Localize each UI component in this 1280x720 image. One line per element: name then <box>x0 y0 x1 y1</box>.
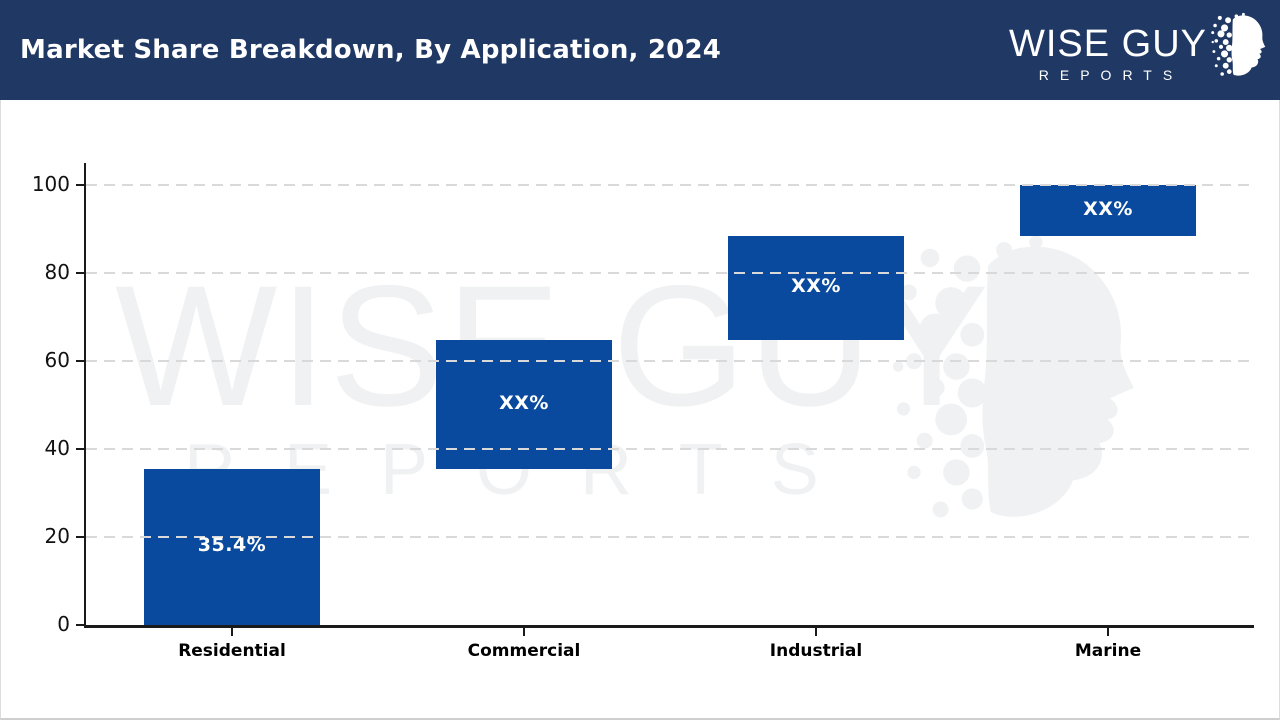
chart-area: WISE GUY REPORTS 0 20 40 60 80 100 Residential… <box>0 100 1280 720</box>
gridline-60 <box>86 360 1254 362</box>
x-tick-label-industrial: Industrial <box>769 641 863 661</box>
brand-logo: WISE GUY REPORTS <box>1009 7 1270 89</box>
gridline-40 <box>86 448 1254 450</box>
bar-value-label-commercial: XX% <box>499 391 549 414</box>
bar-industrial <box>728 236 904 340</box>
bar-marine <box>1020 185 1196 237</box>
x-axis-tick <box>523 628 525 636</box>
plot: 0 20 40 60 80 100 Residential Commercial Industr… <box>1 100 1279 718</box>
bar-value-label-residential: 35.4% <box>197 534 267 557</box>
x-axis-line <box>84 625 1254 628</box>
logo-head-icon <box>1211 12 1266 76</box>
gridline-80 <box>86 272 1254 274</box>
x-axis-tick <box>231 628 233 636</box>
x-tick-label-marine: Marine <box>1074 641 1142 661</box>
x-axis-tick <box>815 628 817 636</box>
y-tick-label: 20 <box>44 524 70 548</box>
y-axis-tick <box>76 184 86 186</box>
y-axis-line <box>84 163 86 628</box>
x-tick-label-commercial: Commercial <box>467 641 581 661</box>
chart-title: Market Share Breakdown, By Application, … <box>20 35 722 65</box>
y-axis-tick <box>76 272 86 274</box>
bar-residential <box>144 469 320 625</box>
y-axis-tick <box>76 536 86 538</box>
y-tick-label: 60 <box>44 348 70 372</box>
x-axis-tick <box>1107 628 1109 636</box>
gridline-20 <box>86 536 1254 538</box>
y-tick-label: 0 <box>57 612 70 636</box>
y-tick-label: 80 <box>44 260 70 284</box>
logo-wordmark: WISE GUY <box>1008 23 1207 65</box>
header: Market Share Breakdown, By Application, … <box>0 0 1280 100</box>
y-axis-tick <box>76 624 86 626</box>
x-tick-label-residential: Residential <box>178 641 286 661</box>
y-tick-label: 40 <box>44 436 70 460</box>
bar-value-label-marine: XX% <box>1083 197 1133 220</box>
bar-value-label-industrial: XX% <box>791 274 841 297</box>
logo-subtitle: REPORTS <box>1038 67 1184 83</box>
y-axis-tick <box>76 360 86 362</box>
logo-text: WISE GUY REPORTS <box>1009 25 1207 83</box>
y-axis-tick <box>76 448 86 450</box>
gridline-100 <box>86 184 1254 186</box>
y-tick-label: 100 <box>31 172 70 196</box>
